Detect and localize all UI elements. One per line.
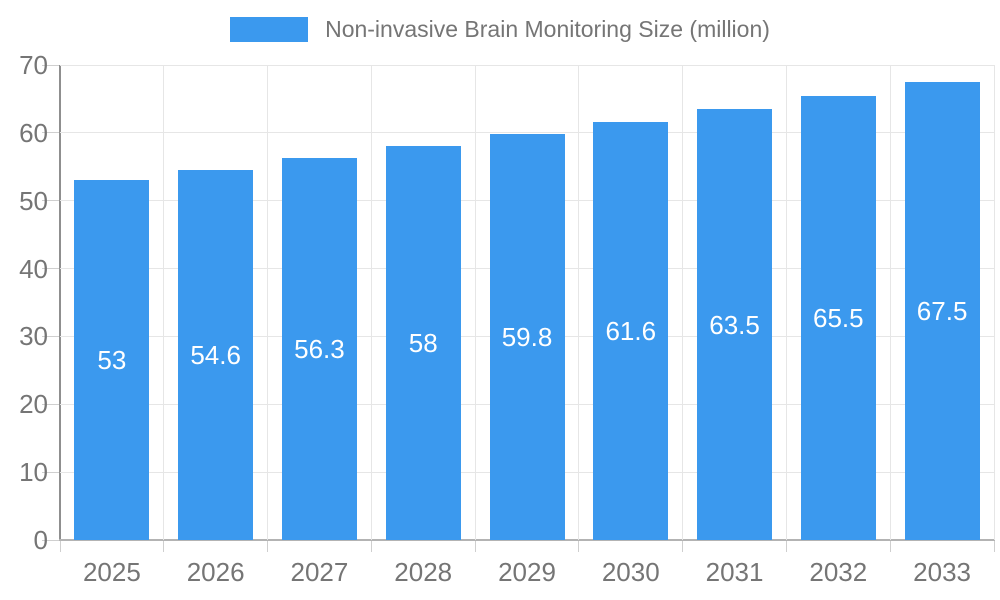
x-axis-tick-mark (267, 540, 269, 552)
y-axis-tick-mark (42, 200, 60, 202)
plot-area: 53 54.6 56.3 58 59.8 61.6 63.5 65.5 67.5 (60, 64, 995, 540)
bar[interactable]: 58 (385, 146, 461, 540)
legend-label: Non-invasive Brain Monitoring Size (mill… (325, 16, 770, 42)
x-axis-tick-mark (370, 540, 372, 552)
bar[interactable]: 63.5 (697, 109, 773, 540)
bar-value-label: 67.5 (916, 295, 968, 326)
bar[interactable]: 56.3 (281, 157, 357, 540)
y-axis-tick-label: 0 (33, 525, 48, 555)
bar[interactable]: 67.5 (904, 81, 980, 540)
y-axis-tick-label: 40 (19, 253, 48, 284)
bar-value-label: 63.5 (709, 309, 760, 340)
x-axis-tick-label: 2028 (394, 557, 453, 587)
bar-value-label: 58 (408, 328, 438, 359)
x-axis-line (59, 539, 995, 541)
gridline-vertical (785, 65, 787, 540)
x-axis-tick-label: 2032 (809, 557, 868, 587)
bar-value-label: 59.8 (501, 322, 553, 353)
y-axis-line (59, 65, 61, 540)
y-axis-tick-mark (42, 539, 60, 541)
bar[interactable]: 65.5 (800, 95, 876, 540)
legend[interactable]: Non-invasive Brain Monitoring Size (mill… (0, 17, 1000, 42)
y-axis-tick-label: 60 (19, 117, 48, 148)
y-axis-tick-label: 20 (19, 389, 48, 420)
y-axis-tick-mark (42, 471, 60, 473)
y-axis-tick-label: 70 (19, 50, 48, 80)
gridline-vertical (267, 65, 269, 540)
x-axis-tick-label: 2026 (186, 557, 245, 587)
x-axis-tick-mark (889, 540, 891, 552)
bar[interactable]: 59.8 (489, 134, 565, 540)
legend-swatch (230, 17, 309, 42)
y-axis-tick-label: 50 (19, 185, 48, 216)
gridline-horizontal (60, 64, 994, 66)
gridline-vertical (682, 65, 684, 540)
y-axis-tick-mark (42, 268, 60, 270)
gridline-vertical (474, 65, 476, 540)
x-axis-tick-mark (163, 540, 165, 552)
x-axis-tick-mark (59, 540, 61, 552)
bar-value-label: 54.6 (190, 339, 241, 370)
gridline-vertical (578, 65, 580, 540)
x-axis-tick-mark (682, 540, 684, 552)
gridline-vertical (889, 65, 891, 540)
x-axis-tick-mark (578, 540, 580, 552)
y-axis-tick-mark (42, 403, 60, 405)
x-axis-tick-label: 2027 (290, 557, 349, 587)
bar-value-label: 61.6 (605, 316, 657, 346)
x-axis-tick-mark (474, 540, 476, 552)
gridline-vertical (163, 65, 165, 540)
x-axis-tick-label: 2030 (601, 557, 660, 587)
y-axis-tick-mark (42, 132, 60, 134)
y-axis-tick-label: 10 (19, 457, 48, 488)
bar[interactable]: 54.6 (178, 169, 254, 540)
bar[interactable]: 53 (74, 180, 150, 540)
y-axis-tick-mark (42, 64, 60, 66)
y-axis-tick-mark (42, 335, 60, 337)
gridline-vertical (993, 65, 995, 540)
x-axis-tick-label: 2031 (705, 557, 764, 587)
x-axis-tick-label: 2025 (82, 557, 141, 587)
bar[interactable]: 61.6 (593, 122, 669, 540)
y-axis-tick-label: 30 (19, 321, 48, 352)
x-axis-tick-label: 2029 (498, 557, 556, 587)
x-axis-tick-mark (785, 540, 787, 552)
x-axis-tick-label: 2033 (913, 557, 972, 587)
gridline-vertical (370, 65, 372, 540)
gridline-horizontal (60, 132, 994, 134)
bar-value-label: 53 (97, 345, 127, 376)
x-axis-tick-mark (993, 540, 995, 552)
bar-value-label: 56.3 (294, 333, 345, 364)
bar-value-label: 65.5 (813, 302, 864, 333)
